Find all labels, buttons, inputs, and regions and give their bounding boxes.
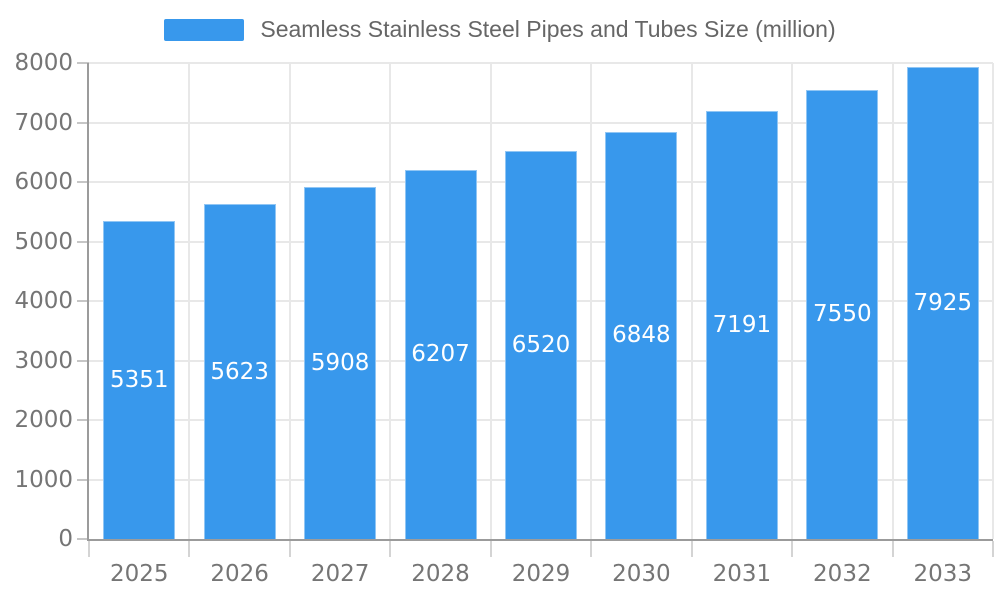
x-axis-label: 2028	[411, 561, 470, 587]
y-tick	[77, 62, 89, 64]
x-tick	[288, 541, 291, 557]
x-tick	[891, 541, 894, 557]
bar[interactable]	[806, 89, 879, 539]
y-tick	[77, 300, 89, 302]
bar-value-label: 5908	[310, 350, 370, 377]
x-tick	[690, 541, 693, 557]
x-tick	[88, 541, 90, 557]
v-gridline	[891, 63, 894, 539]
x-axis-label: 2033	[913, 561, 973, 587]
y-axis-label: 2000	[14, 407, 73, 433]
legend-swatch	[164, 18, 245, 41]
x-axis-label: 2030	[612, 561, 671, 587]
y-axis-label: 3000	[14, 347, 73, 374]
bar[interactable]	[705, 111, 778, 539]
bar-value-label: 7550	[813, 301, 872, 328]
bar[interactable]	[203, 204, 276, 539]
x-tick	[389, 541, 392, 557]
bar-value-label: 6207	[411, 341, 470, 368]
bar-value-label: 5351	[109, 366, 169, 393]
x-axis-label: 2032	[813, 561, 872, 587]
bar[interactable]	[404, 169, 477, 539]
y-axis-label: 1000	[14, 466, 73, 493]
bar[interactable]	[505, 151, 577, 539]
bar-value-label: 6848	[612, 322, 671, 349]
y-axis-label: 7000	[14, 109, 73, 136]
bar[interactable]	[906, 67, 979, 539]
y-tick	[77, 181, 89, 183]
v-gridline	[992, 63, 994, 539]
x-axis-line	[87, 539, 993, 541]
bar[interactable]	[304, 187, 377, 539]
x-axis-label: 2026	[210, 561, 269, 587]
y-axis-label: 8000	[14, 50, 73, 76]
bar[interactable]	[605, 131, 678, 539]
v-gridline	[690, 63, 693, 539]
x-tick	[791, 541, 794, 557]
y-tick	[77, 478, 89, 481]
bar-value-label: 7191	[712, 312, 772, 339]
x-axis-label: 2029	[511, 561, 571, 587]
y-tick	[77, 359, 89, 362]
x-axis-label: 2027	[310, 561, 370, 587]
v-gridline	[288, 63, 291, 539]
h-gridline	[89, 121, 993, 124]
bar[interactable]	[103, 220, 176, 539]
bar-value-label: 7925	[913, 290, 973, 317]
bar-value-label: 5623	[210, 358, 269, 385]
x-axis-label: 2025	[109, 561, 169, 587]
y-axis-label: 4000	[14, 288, 73, 314]
y-axis-label: 0	[58, 526, 73, 552]
h-gridline	[89, 62, 993, 64]
x-axis-label: 2031	[712, 561, 772, 587]
bar-value-label: 6520	[511, 332, 571, 359]
v-gridline	[791, 63, 794, 539]
y-tick	[77, 240, 89, 243]
y-axis-line	[87, 63, 89, 541]
y-tick	[77, 121, 89, 124]
y-axis-label: 5000	[14, 228, 73, 255]
y-tick	[77, 419, 89, 421]
x-tick	[992, 541, 994, 557]
v-gridline	[590, 63, 593, 539]
y-tick	[77, 538, 89, 540]
v-gridline	[389, 63, 392, 539]
legend-label: Seamless Stainless Steel Pipes and Tubes…	[260, 16, 836, 42]
x-tick	[188, 541, 191, 557]
legend: Seamless Stainless Steel Pipes and Tubes…	[0, 16, 1000, 43]
y-axis-label: 6000	[14, 169, 73, 195]
x-tick	[590, 541, 593, 557]
v-gridline	[188, 63, 191, 539]
v-gridline	[489, 63, 492, 539]
x-tick	[489, 541, 492, 557]
